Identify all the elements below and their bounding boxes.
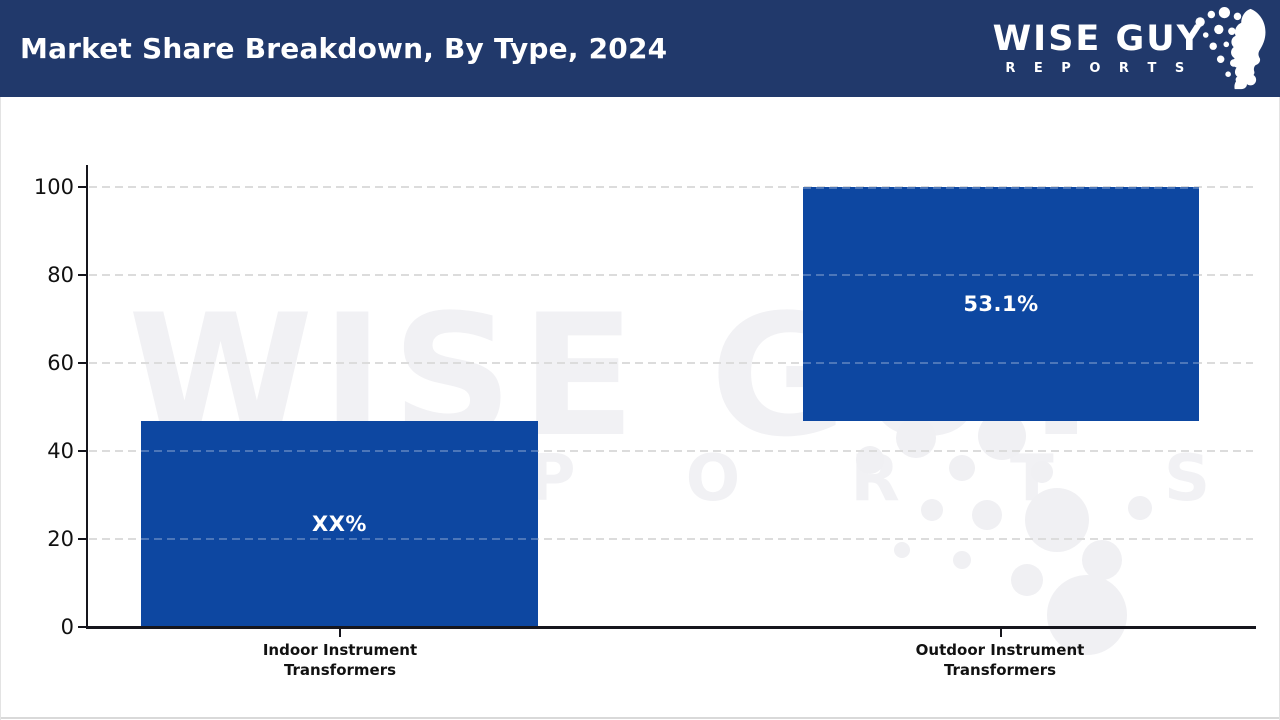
gridline-overlay: [803, 362, 1199, 364]
wiseguy-reports-logo: WISE GUY R E P O R T S: [993, 6, 1268, 92]
y-tick: [78, 450, 87, 452]
category-label-line: Outdoor Instrument: [915, 641, 1085, 659]
bar-value-label-indoor: XX%: [312, 512, 367, 536]
y-tick: [78, 186, 87, 188]
x-tick-outdoor: [1000, 629, 1002, 637]
bar-outdoor-instrument-transformers: 53.1%: [803, 187, 1199, 421]
logo-reports-text: R E P O R T S: [1005, 61, 1192, 76]
watermark-face-dots-icon: [856, 412, 1152, 655]
gridline-40: [89, 450, 1253, 452]
y-tick-label-0: 0: [60, 615, 74, 639]
logo-wordmark: WISE GUY: [992, 19, 1204, 59]
y-tick-label-40: 40: [47, 439, 74, 463]
x-axis-line: [86, 626, 1256, 629]
page-title: Market Share Breakdown, By Type, 2024: [20, 32, 668, 65]
header-bar: Market Share Breakdown, By Type, 2024 WI…: [0, 0, 1280, 97]
category-label-indoor: Indoor Instrument Transformers: [180, 640, 500, 680]
y-axis-line: [86, 165, 88, 629]
bar-value-label-outdoor: 53.1%: [963, 292, 1039, 316]
bar-indoor-instrument-transformers: XX%: [141, 421, 538, 627]
gridline-overlay: [141, 450, 538, 452]
y-tick: [78, 538, 87, 540]
category-label-line: Indoor Instrument: [262, 641, 418, 659]
logo-face-dots-icon: [1195, 7, 1266, 90]
x-tick-indoor: [339, 629, 341, 637]
y-tick-label-60: 60: [47, 351, 74, 375]
y-tick: [78, 362, 87, 364]
y-tick-label-80: 80: [47, 263, 74, 287]
gridline-20: [89, 538, 1253, 540]
logo-text: WISE GUY R E P O R T S: [993, 20, 1204, 78]
y-tick-label-20: 20: [47, 527, 74, 551]
y-tick-label-100: 100: [33, 175, 74, 199]
gridline-overlay: [803, 187, 1199, 189]
page-bottom-border: [0, 717, 1280, 719]
gridline-60: [89, 362, 1253, 364]
page-left-border: [0, 97, 1, 720]
category-label-line: Transformers: [283, 661, 397, 679]
y-tick: [78, 274, 87, 276]
gridline-overlay: [141, 538, 538, 540]
gridline-100: [89, 186, 1253, 188]
category-label-outdoor: Outdoor Instrument Transformers: [840, 640, 1160, 680]
category-label-line: Transformers: [943, 661, 1057, 679]
gridline-overlay: [803, 274, 1199, 276]
y-tick: [78, 626, 87, 628]
gridline-80: [89, 274, 1253, 276]
